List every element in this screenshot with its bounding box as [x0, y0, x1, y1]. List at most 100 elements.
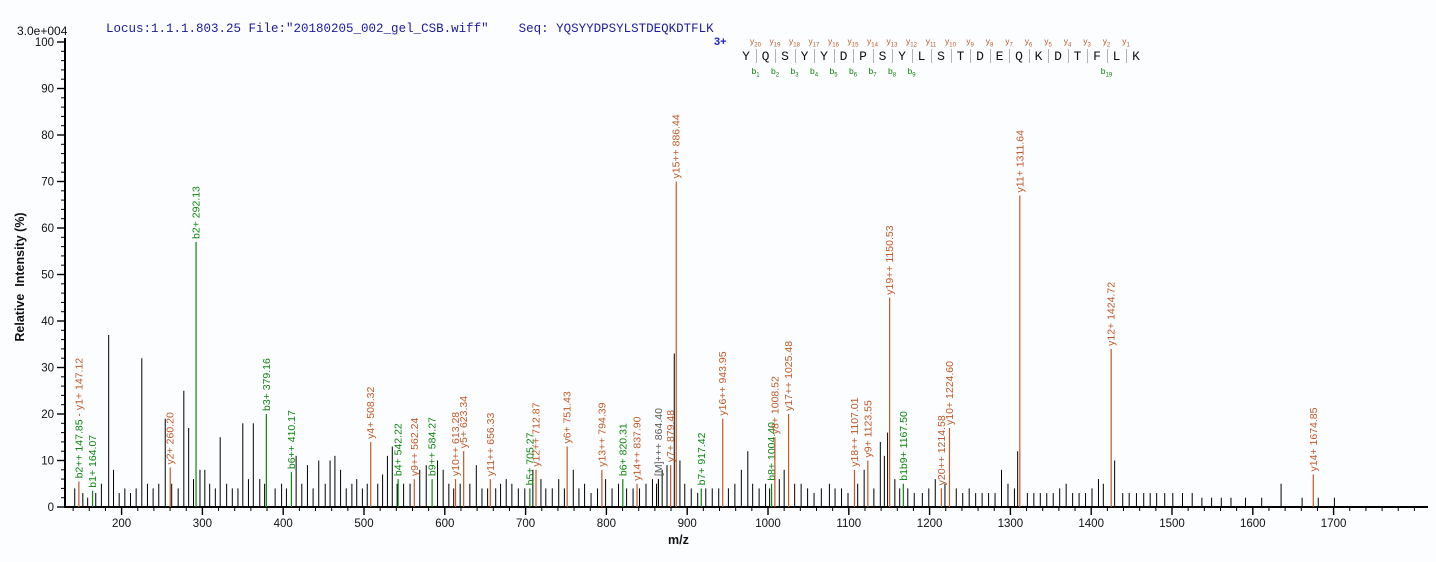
residue-letter: Y [898, 49, 906, 64]
seq-label: Seq: [518, 22, 549, 36]
peak-label: y7+ 879.48 [665, 410, 677, 462]
fragment-boundary-mark [833, 49, 835, 63]
fragment-boundary-mark [1106, 49, 1108, 63]
y-ion-label: y19 [769, 36, 781, 49]
x-tick-label: 500 [354, 518, 373, 530]
y-tick-label: 50 [41, 270, 54, 282]
residue-letter: D [839, 49, 848, 64]
peak-label: y11++ 656.33 [485, 412, 497, 476]
x-tick-label: 1100 [836, 518, 861, 530]
y-ion-label: y10 [945, 36, 956, 49]
peak-label: y16++ 943.95 [717, 351, 729, 415]
y-ion-label: y3 [1083, 36, 1091, 49]
x-tick-label: 1200 [917, 518, 943, 530]
residue-letter: D [976, 49, 984, 64]
peak-label: y6+ 751.43 [562, 391, 574, 443]
y-ion-label: y12 [906, 36, 917, 49]
y-ion-label: y17 [808, 36, 820, 49]
residue-letter: Y [742, 49, 750, 64]
peak-label: b4+ 542.22 [393, 423, 405, 476]
fragment-boundary-mark [872, 49, 874, 63]
peak-label: y4+ 508.32 [365, 386, 377, 438]
y-tick-label: 100 [35, 37, 54, 49]
fragment-boundary-mark [1067, 49, 1069, 63]
precursor-charge-label: 3+ [714, 36, 727, 48]
residue-letter: P [859, 49, 867, 64]
y-ion-label: y15 [847, 36, 859, 49]
x-axis-ticks: 200 300 400 500 600 700 800 900 1000 1100 1200 1300… [72, 507, 1415, 530]
x-tick-label: 800 [597, 518, 616, 530]
residue-letter: T [1073, 49, 1082, 64]
y-tick-label: 10 [41, 456, 54, 468]
peak-label: b6+ 820.31 [617, 423, 629, 476]
x-tick-label: 1500 [1159, 518, 1185, 530]
peak-label: b1+ 164.07 [87, 435, 99, 488]
fragment-boundary-mark [1126, 49, 1127, 63]
residue-letter: F [1093, 49, 1101, 64]
fragment-boundary-mark [911, 49, 913, 63]
x-tick-label: 300 [193, 518, 212, 530]
unassigned-peaks [74, 334, 1335, 507]
seq-value: YQSYYDPSYLSTDEQKDTFLK [556, 22, 714, 36]
spectrum-header: Locus:1.1.1.803.25 File:"20180205_002_ge… [76, 8, 714, 50]
fragment-boundary-mark [853, 49, 854, 63]
residue-letter: D [1054, 49, 1062, 64]
residue-letter: S [937, 49, 945, 64]
y-ion-label: y5 [1044, 36, 1052, 49]
peak-label: y15++ 886.44 [671, 114, 683, 178]
peak-label: b9++ 584.27 [427, 417, 439, 476]
peak-label: b3+ 379.16 [261, 358, 273, 411]
fragment-boundary-mark [794, 49, 796, 63]
x-tick-label: 1300 [998, 518, 1024, 530]
b-ion-label: b6 [848, 66, 858, 79]
fragment-boundary-mark [1009, 49, 1010, 63]
fragment-boundary-mark [775, 49, 776, 63]
peak-label: b2++ 147.85 - y1+ 147.12 [73, 358, 85, 479]
fragment-boundary-mark [1048, 49, 1049, 63]
fragment-boundary-mark [814, 49, 815, 63]
x-tick-label: 1700 [1321, 518, 1347, 530]
peak-label: y17++ 1025.48 [783, 341, 795, 411]
x-axis-title: m/z [668, 533, 689, 547]
x-tick-label: 1000 [755, 518, 781, 530]
residue-letter: L [917, 49, 926, 64]
peak-label: y12+ 1424.72 [1106, 282, 1118, 346]
y-tick-label: 70 [41, 177, 54, 189]
y-ion-label: y4 [1063, 36, 1072, 49]
b-ion-label: b8 [887, 66, 897, 79]
x-tick-label: 600 [435, 518, 454, 530]
residue-letter: E [995, 49, 1004, 64]
residue-letter: S [781, 49, 789, 64]
fragment-boundary-mark [989, 49, 991, 63]
fragment-boundary-mark [950, 49, 952, 63]
residue-letter: L [1112, 49, 1121, 64]
y-ion-label: y6 [1024, 36, 1033, 49]
b-ion-label: b4 [809, 66, 819, 79]
y-ion-label: y20 [750, 36, 761, 49]
peak-label: y2+ 260.20 [165, 412, 177, 464]
y-ion-label: y8 [985, 36, 994, 49]
peak-label: y9++ 562.24 [409, 418, 421, 477]
residue-letter: Q [761, 49, 770, 64]
residue-letter: Y [800, 49, 809, 64]
fragment-boundary-mark [970, 49, 971, 63]
residue-letter: S [878, 49, 887, 64]
peak-label: b2+ 292.13 [191, 186, 203, 239]
y-axis-ticks: 0 10 20 30 40 50 60 70 80 90 100 [35, 37, 65, 514]
b-ion-label: b1 [751, 66, 760, 79]
y-ion-label: y14 [867, 36, 878, 49]
b-ion-label: b19 [1100, 66, 1113, 79]
peak-label: b7+ 917.42 [696, 432, 708, 485]
peak-label: [M]+++ 864.40 [653, 408, 665, 476]
y-tick-label: 20 [41, 409, 54, 421]
y-tick-label: 30 [41, 363, 54, 375]
peak-label: b1b9+ 1167.50 [898, 411, 910, 481]
b-ion-label: b5 [829, 66, 838, 79]
fragment-boundary-mark [1028, 49, 1030, 63]
peak-label: y14++ 837.90 [632, 416, 644, 480]
x-tick-label: 200 [112, 518, 131, 530]
b-ion-label: b2 [770, 66, 780, 79]
